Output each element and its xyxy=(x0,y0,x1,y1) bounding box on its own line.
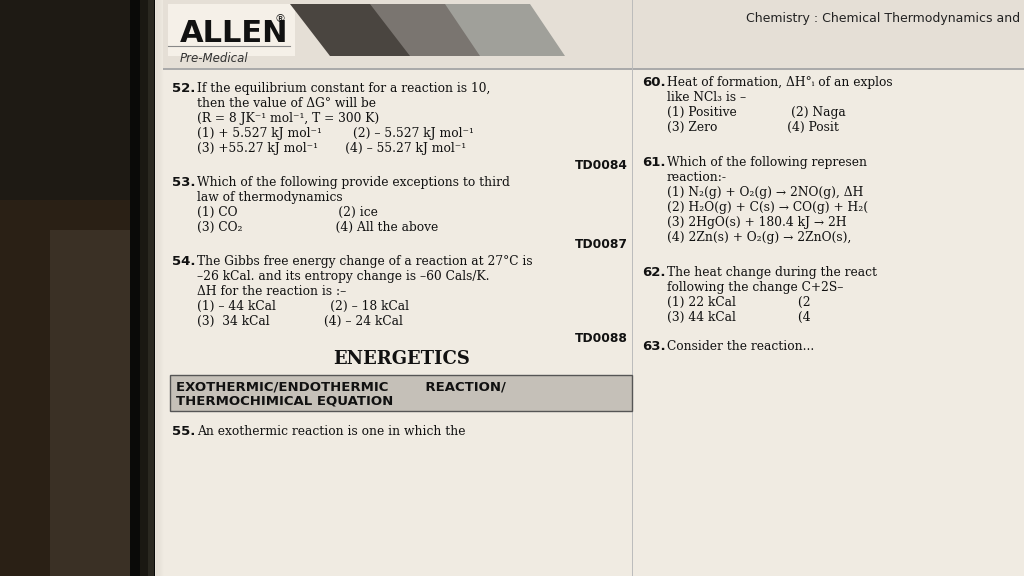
Bar xyxy=(162,0,164,576)
Text: (3) 2HgO(s) + 180.4 kJ → 2H: (3) 2HgO(s) + 180.4 kJ → 2H xyxy=(667,216,847,229)
Bar xyxy=(0,200,140,576)
Text: ΔH for the reaction is :–: ΔH for the reaction is :– xyxy=(197,285,346,298)
Polygon shape xyxy=(370,4,500,56)
Bar xyxy=(163,0,1024,68)
Text: (3) +55.27 kJ mol⁻¹       (4) – 55.27 kJ mol⁻¹: (3) +55.27 kJ mol⁻¹ (4) – 55.27 kJ mol⁻¹ xyxy=(197,142,466,155)
Text: 52.: 52. xyxy=(172,82,196,95)
Text: (3) CO₂                        (4) All the above: (3) CO₂ (4) All the above xyxy=(197,221,438,234)
Text: (3) 44 kCal                (4: (3) 44 kCal (4 xyxy=(667,311,811,324)
Text: –26 kCal. and its entropy change is –60 Cals/K.: –26 kCal. and its entropy change is –60 … xyxy=(197,270,489,283)
Text: 63.: 63. xyxy=(642,340,666,353)
Bar xyxy=(168,4,295,56)
Text: An exothermic reaction is one in which the: An exothermic reaction is one in which t… xyxy=(197,425,466,438)
Text: TD0088: TD0088 xyxy=(575,332,628,345)
Bar xyxy=(158,0,160,576)
Text: law of thermodynamics: law of thermodynamics xyxy=(197,191,343,204)
Text: The heat change during the react: The heat change during the react xyxy=(667,266,877,279)
Bar xyxy=(148,0,154,576)
Text: Consider the reaction...: Consider the reaction... xyxy=(667,340,814,353)
Text: Which of the following provide exceptions to third: Which of the following provide exception… xyxy=(197,176,510,189)
Text: 55.: 55. xyxy=(172,425,196,438)
Text: (1) Positive              (2) Naga: (1) Positive (2) Naga xyxy=(667,106,846,119)
Text: THERMOCHIMICAL EQUATION: THERMOCHIMICAL EQUATION xyxy=(176,394,393,407)
Bar xyxy=(157,0,159,576)
Text: (1) 22 kCal                (2: (1) 22 kCal (2 xyxy=(667,296,811,309)
Text: (2) H₂O(g) + C(s) → CO(g) + H₂(: (2) H₂O(g) + C(s) → CO(g) + H₂( xyxy=(667,201,868,214)
Text: TD0087: TD0087 xyxy=(575,238,628,251)
Text: (1) + 5.527 kJ mol⁻¹        (2) – 5.527 kJ mol⁻¹: (1) + 5.527 kJ mol⁻¹ (2) – 5.527 kJ mol⁻… xyxy=(197,127,474,140)
Bar xyxy=(159,0,161,576)
Text: 54.: 54. xyxy=(172,255,196,268)
Bar xyxy=(156,0,158,576)
Bar xyxy=(140,0,150,576)
Text: (1) CO                          (2) ice: (1) CO (2) ice xyxy=(197,206,378,219)
Bar xyxy=(50,230,170,576)
Text: 60.: 60. xyxy=(642,76,666,89)
Text: like NCl₃ is –: like NCl₃ is – xyxy=(667,91,746,104)
Text: TD0084: TD0084 xyxy=(575,159,628,172)
Text: (R = 8 JK⁻¹ mol⁻¹, T = 300 K): (R = 8 JK⁻¹ mol⁻¹, T = 300 K) xyxy=(197,112,379,125)
Text: ®: ® xyxy=(274,14,285,24)
Bar xyxy=(155,0,1024,576)
Text: 62.: 62. xyxy=(642,266,666,279)
Text: reaction:-: reaction:- xyxy=(667,171,727,184)
Text: (3) Zero                  (4) Posit: (3) Zero (4) Posit xyxy=(667,121,839,134)
Text: 53.: 53. xyxy=(172,176,196,189)
Text: EXOTHERMIC/ENDOTHERMIC        REACTION/: EXOTHERMIC/ENDOTHERMIC REACTION/ xyxy=(176,380,506,393)
Text: Chemistry : Chemical Thermodynamics and: Chemistry : Chemical Thermodynamics and xyxy=(745,12,1020,25)
Text: (4) 2Zn(s) + O₂(g) → 2ZnO(s),: (4) 2Zn(s) + O₂(g) → 2ZnO(s), xyxy=(667,231,851,244)
Text: then the value of ΔG° will be: then the value of ΔG° will be xyxy=(197,97,376,110)
Text: If the equilibrium constant for a reaction is 10,: If the equilibrium constant for a reacti… xyxy=(197,82,490,95)
Text: (3)  34 kCal              (4) – 24 kCal: (3) 34 kCal (4) – 24 kCal xyxy=(197,315,402,328)
Polygon shape xyxy=(445,4,565,56)
Text: (1) – 44 kCal              (2) – 18 kCal: (1) – 44 kCal (2) – 18 kCal xyxy=(197,300,409,313)
Bar xyxy=(130,0,155,576)
Bar xyxy=(163,68,1024,70)
Text: (1) N₂(g) + O₂(g) → 2NO(g), ΔH: (1) N₂(g) + O₂(g) → 2NO(g), ΔH xyxy=(667,186,863,199)
Bar xyxy=(0,0,185,576)
Bar xyxy=(161,0,163,576)
Text: Which of the following represen: Which of the following represen xyxy=(667,156,867,169)
Bar xyxy=(155,0,157,576)
Text: ENERGETICS: ENERGETICS xyxy=(334,350,470,368)
Bar xyxy=(160,0,162,576)
Text: Heat of formation, ΔH°ᵢ of an explos: Heat of formation, ΔH°ᵢ of an explos xyxy=(667,76,893,89)
Text: 61.: 61. xyxy=(642,156,666,169)
Text: The Gibbs free energy change of a reaction at 27°C is: The Gibbs free energy change of a reacti… xyxy=(197,255,532,268)
Bar xyxy=(170,375,632,411)
Text: ALLEN: ALLEN xyxy=(180,18,289,47)
Polygon shape xyxy=(290,4,430,56)
Text: following the change C+2S–: following the change C+2S– xyxy=(667,281,844,294)
Text: Pre-Medical: Pre-Medical xyxy=(180,52,249,65)
